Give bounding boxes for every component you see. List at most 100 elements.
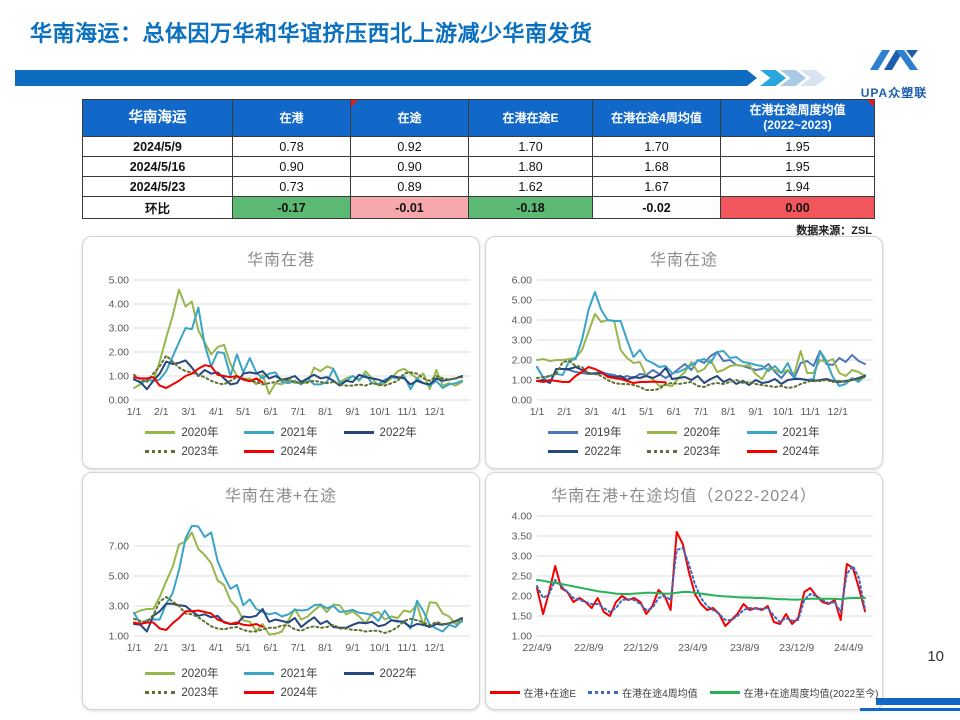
svg-text:2/1: 2/1 bbox=[557, 406, 572, 418]
svg-text:6.00: 6.00 bbox=[512, 275, 533, 287]
table-header-cell: 在港在途4周均值 bbox=[592, 99, 721, 137]
svg-text:4/1: 4/1 bbox=[612, 406, 627, 418]
legend-item: 2020年 bbox=[647, 424, 721, 440]
svg-text:10/1: 10/1 bbox=[370, 642, 391, 654]
value-cell: 1.68 bbox=[592, 156, 721, 177]
table-header-cell: 华南海运 bbox=[82, 99, 233, 137]
chart-panel-zaigang-plus-zaitu: 华南在港+在途 1.00 3.00 5.00 7.00 1/1 2/1 3/1 4/1 5/1 6… bbox=[82, 472, 480, 710]
legend-line-sample bbox=[343, 430, 374, 434]
row-label-cell: 2024/5/23 bbox=[82, 176, 233, 197]
svg-text:1.00: 1.00 bbox=[109, 631, 130, 643]
svg-text:23/12/9: 23/12/9 bbox=[779, 642, 814, 654]
footer-accent-bar-thin bbox=[860, 708, 960, 711]
svg-text:23/4/9: 23/4/9 bbox=[678, 642, 707, 654]
chart-title: 华南在港 bbox=[246, 252, 315, 269]
svg-text:12/1: 12/1 bbox=[827, 406, 848, 418]
legend-item: 2020年 bbox=[145, 424, 218, 440]
svg-text:0.00: 0.00 bbox=[109, 395, 130, 407]
svg-text:2/1: 2/1 bbox=[154, 406, 169, 418]
svg-text:3/1: 3/1 bbox=[181, 642, 196, 654]
legend-item: 2022年 bbox=[343, 424, 417, 440]
legend-label: 2019年 bbox=[584, 427, 622, 439]
legend-line-sample bbox=[145, 671, 176, 675]
legend-line-sample bbox=[548, 430, 579, 434]
svg-text:3.00: 3.00 bbox=[512, 551, 533, 563]
legend-line-sample bbox=[647, 430, 678, 434]
comment-flag-icon bbox=[867, 100, 874, 107]
svg-text:0.00: 0.00 bbox=[512, 395, 533, 407]
svg-text:6/1: 6/1 bbox=[263, 642, 278, 654]
chevron-icon bbox=[760, 70, 786, 86]
svg-text:3.00: 3.00 bbox=[109, 601, 130, 613]
svg-text:4.00: 4.00 bbox=[109, 299, 130, 311]
svg-text:2.00: 2.00 bbox=[109, 347, 130, 359]
comment-flag-icon bbox=[351, 100, 358, 107]
page-number: 10 bbox=[927, 648, 944, 665]
legend-label: 2023年 bbox=[683, 446, 721, 458]
value-cell: 1.95 bbox=[720, 156, 875, 177]
svg-text:24/4/9: 24/4/9 bbox=[834, 642, 863, 654]
value-cell: 1.94 bbox=[720, 176, 875, 197]
svg-text:7.00: 7.00 bbox=[109, 541, 130, 553]
legend-label: 2020年 bbox=[181, 668, 219, 680]
legend-label: 2023年 bbox=[181, 446, 219, 458]
legend-item: 2021年 bbox=[746, 424, 820, 440]
svg-text:12/1: 12/1 bbox=[424, 406, 445, 418]
svg-text:2.00: 2.00 bbox=[512, 591, 533, 603]
table-row: 2024/5/16 0.90 0.90 1.80 1.68 1.95 bbox=[82, 156, 875, 177]
legend-item: 2022年 bbox=[548, 443, 621, 459]
row-label-cell: 2024/5/16 bbox=[82, 156, 233, 177]
chart-legend: 在港+在途E 在港在途4周均值 在港+在途周度均值(2022至今) bbox=[489, 682, 878, 701]
line-chart: 1.00 3.00 5.00 7.00 1/1 2/1 3/1 4/1 5/1 6/1 7/1 8/1… bbox=[109, 524, 470, 654]
value-cell: 0.73 bbox=[232, 176, 351, 197]
chart-panel-junzhi: 华南在港+在途均值（2022-2024） 1.00 1.50 2.00 2.50 3.0… bbox=[485, 472, 883, 710]
chevron-icon bbox=[780, 70, 806, 86]
legend-label: 2021年 bbox=[280, 427, 318, 439]
table-header-cell: 在途 bbox=[350, 99, 469, 137]
table-row: 环比 -0.17 -0.01 -0.18 -0.02 0.00 bbox=[82, 196, 875, 219]
legend-label: 2023年 bbox=[181, 687, 219, 699]
legend-item: 2023年 bbox=[647, 443, 721, 459]
svg-text:8/1: 8/1 bbox=[318, 406, 333, 418]
value-cell: 1.67 bbox=[592, 176, 721, 197]
svg-text:2/1: 2/1 bbox=[154, 642, 169, 654]
chart-title: 华南在港+在途均值（2022-2024） bbox=[551, 488, 817, 505]
value-cell: 1.95 bbox=[720, 136, 875, 157]
svg-text:5/1: 5/1 bbox=[639, 406, 654, 418]
value-cell: -0.02 bbox=[592, 196, 721, 219]
svg-text:3.00: 3.00 bbox=[512, 335, 533, 347]
svg-text:10/1: 10/1 bbox=[370, 406, 391, 418]
chevron-icon bbox=[800, 70, 826, 86]
svg-text:11/1: 11/1 bbox=[397, 642, 417, 654]
chart-title: 华南在途 bbox=[649, 252, 718, 269]
legend-label: 2020年 bbox=[181, 427, 219, 439]
svg-text:11/1: 11/1 bbox=[800, 406, 820, 418]
svg-text:7/1: 7/1 bbox=[694, 406, 709, 418]
legend-item: 2022年 bbox=[343, 665, 417, 681]
logo-text: UPA众塑联 bbox=[860, 86, 928, 100]
svg-text:1.50: 1.50 bbox=[512, 611, 533, 623]
data-source-note: 数据来源：ZSL bbox=[796, 225, 872, 237]
legend-label: 在港+在途E bbox=[523, 689, 577, 700]
row-label-cell: 环比 bbox=[82, 196, 233, 219]
svg-text:1/1: 1/1 bbox=[127, 406, 142, 418]
legend-item: 在港+在途E bbox=[489, 685, 577, 700]
svg-text:3.00: 3.00 bbox=[109, 323, 130, 335]
svg-text:5.00: 5.00 bbox=[109, 275, 130, 287]
legend-line-sample bbox=[709, 691, 740, 694]
value-cell: 1.62 bbox=[468, 176, 593, 197]
legend-item: 2023年 bbox=[145, 684, 218, 700]
legend-label: 2024年 bbox=[280, 446, 318, 458]
chart-panel-zaigang: 华南在港 0.00 1.00 2.00 3.00 4.00 5.00 1/1 2/1 3/1 4/… bbox=[82, 236, 480, 469]
table-row: 2024/5/23 0.73 0.89 1.62 1.67 1.94 bbox=[82, 176, 875, 197]
legend-line-sample bbox=[244, 430, 275, 434]
svg-text:2.00: 2.00 bbox=[512, 355, 533, 367]
table-header-row: 华南海运 在港 在途 在港在途E 在港在途4周均值 在港在途周度均值 (2022~2023… bbox=[82, 99, 875, 137]
legend-label: 2021年 bbox=[280, 668, 318, 680]
logo-mark-icon bbox=[870, 50, 918, 70]
legend-line-sample bbox=[489, 691, 520, 694]
legend-item: 2021年 bbox=[244, 665, 318, 681]
legend-item: 2024年 bbox=[746, 443, 820, 459]
svg-text:6/1: 6/1 bbox=[666, 406, 681, 418]
value-cell: -0.01 bbox=[350, 196, 469, 219]
